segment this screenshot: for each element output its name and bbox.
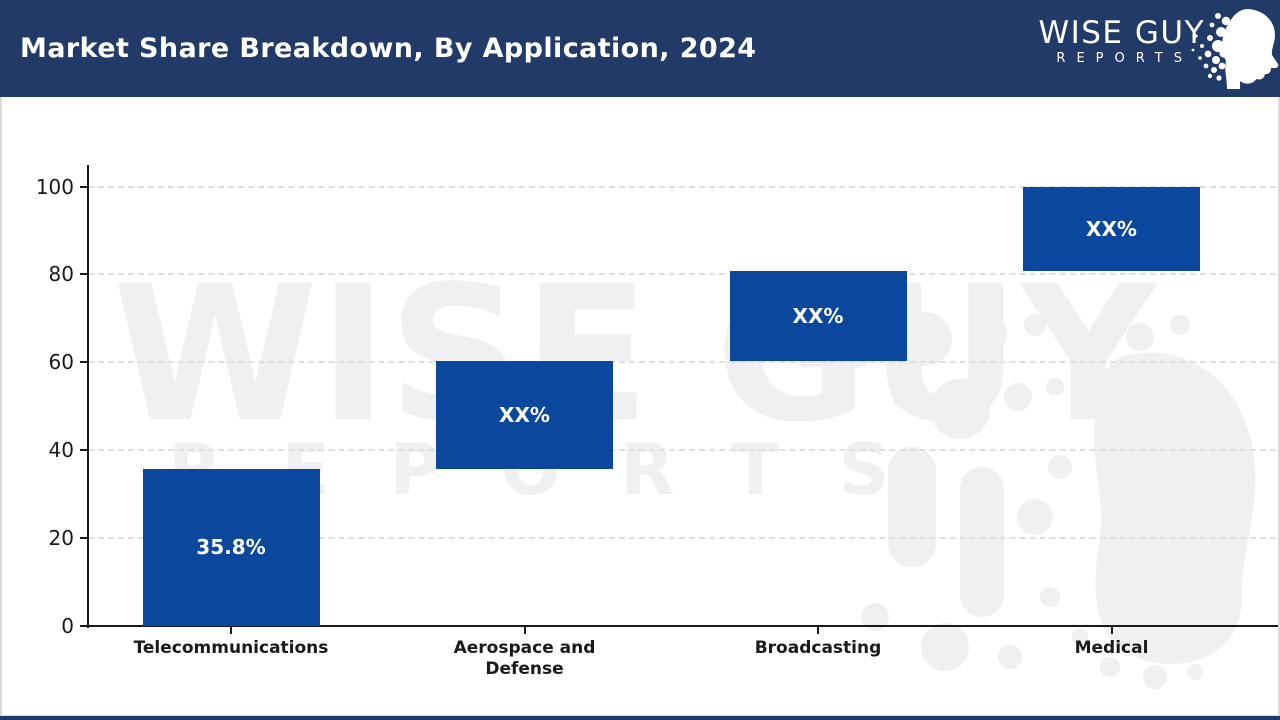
y-tick-mark-60	[80, 361, 88, 364]
logo-reports-text: REPORTS	[1056, 51, 1194, 66]
header-banner: Market Share Breakdown, By Application, …	[0, 0, 1280, 97]
watermark-layer: WISE GUY REPORTS	[0, 97, 1280, 720]
watermark-face-dots	[828, 312, 1256, 689]
bar-broadcasting: XX%	[729, 270, 907, 362]
bar-value-label-aerospace-and-defense: XX%	[499, 403, 550, 428]
gridline-80	[88, 273, 1276, 276]
gridline-20	[88, 537, 1276, 540]
x-axis-label-telecommunications: Telecommunications	[133, 638, 329, 658]
bar-aerospace-and-defense: XX%	[436, 361, 613, 469]
x-axis-label-broadcasting: Broadcasting	[754, 638, 882, 658]
x-axis-label-medical: Medical	[1074, 638, 1149, 658]
y-axis-line	[86, 165, 89, 628]
x-tick-mark-telecommunications	[230, 627, 232, 634]
x-tick-mark-aerospace-and-defense	[523, 627, 526, 634]
y-tick-label-40: 40	[48, 438, 74, 463]
y-tick-mark-100	[80, 185, 88, 188]
gridline-60	[88, 361, 1276, 364]
gridline-40	[88, 449, 1276, 452]
y-tick-mark-80	[80, 273, 88, 276]
logo-wiseguy-text: WISE GUY	[1038, 15, 1205, 51]
y-tick-label-0: 0	[61, 614, 74, 638]
x-tick-mark-medical	[1110, 627, 1113, 634]
y-tick-label-100: 100	[35, 174, 74, 199]
wise-guy-reports-logo: WISE GUY REPORTS	[1000, 0, 1280, 97]
logo-text: WISE GUY REPORTS	[1038, 16, 1205, 66]
logo-face-icon	[1191, 9, 1279, 89]
x-axis-line	[86, 625, 1278, 627]
y-tick-label-20: 20	[48, 526, 74, 551]
x-tick-mark-broadcasting	[817, 627, 819, 634]
x-axis-label-aerospace-and-defense: Aerospace and Defense	[453, 638, 596, 679]
bar-medical: XX%	[1023, 186, 1200, 271]
bar-value-label-medical: XX%	[1086, 216, 1137, 241]
gridline-100	[88, 185, 1276, 188]
bar-value-label-broadcasting: XX%	[792, 304, 844, 329]
bar-value-label-telecommunications: 35.8%	[196, 535, 266, 560]
y-tick-mark-40	[80, 449, 88, 452]
left-border	[0, 97, 2, 715]
chart-title: Market Share Breakdown, By Application, …	[20, 33, 757, 64]
bottom-border-line	[0, 715, 1280, 716]
y-tick-label-80: 80	[48, 262, 74, 287]
y-tick-mark-0	[80, 625, 88, 627]
footer-bar	[0, 716, 1280, 720]
y-tick-mark-20	[80, 537, 88, 540]
y-tick-label-60: 60	[48, 350, 74, 375]
right-border	[1278, 97, 1280, 715]
bar-telecommunications: 35.8%	[142, 468, 320, 626]
